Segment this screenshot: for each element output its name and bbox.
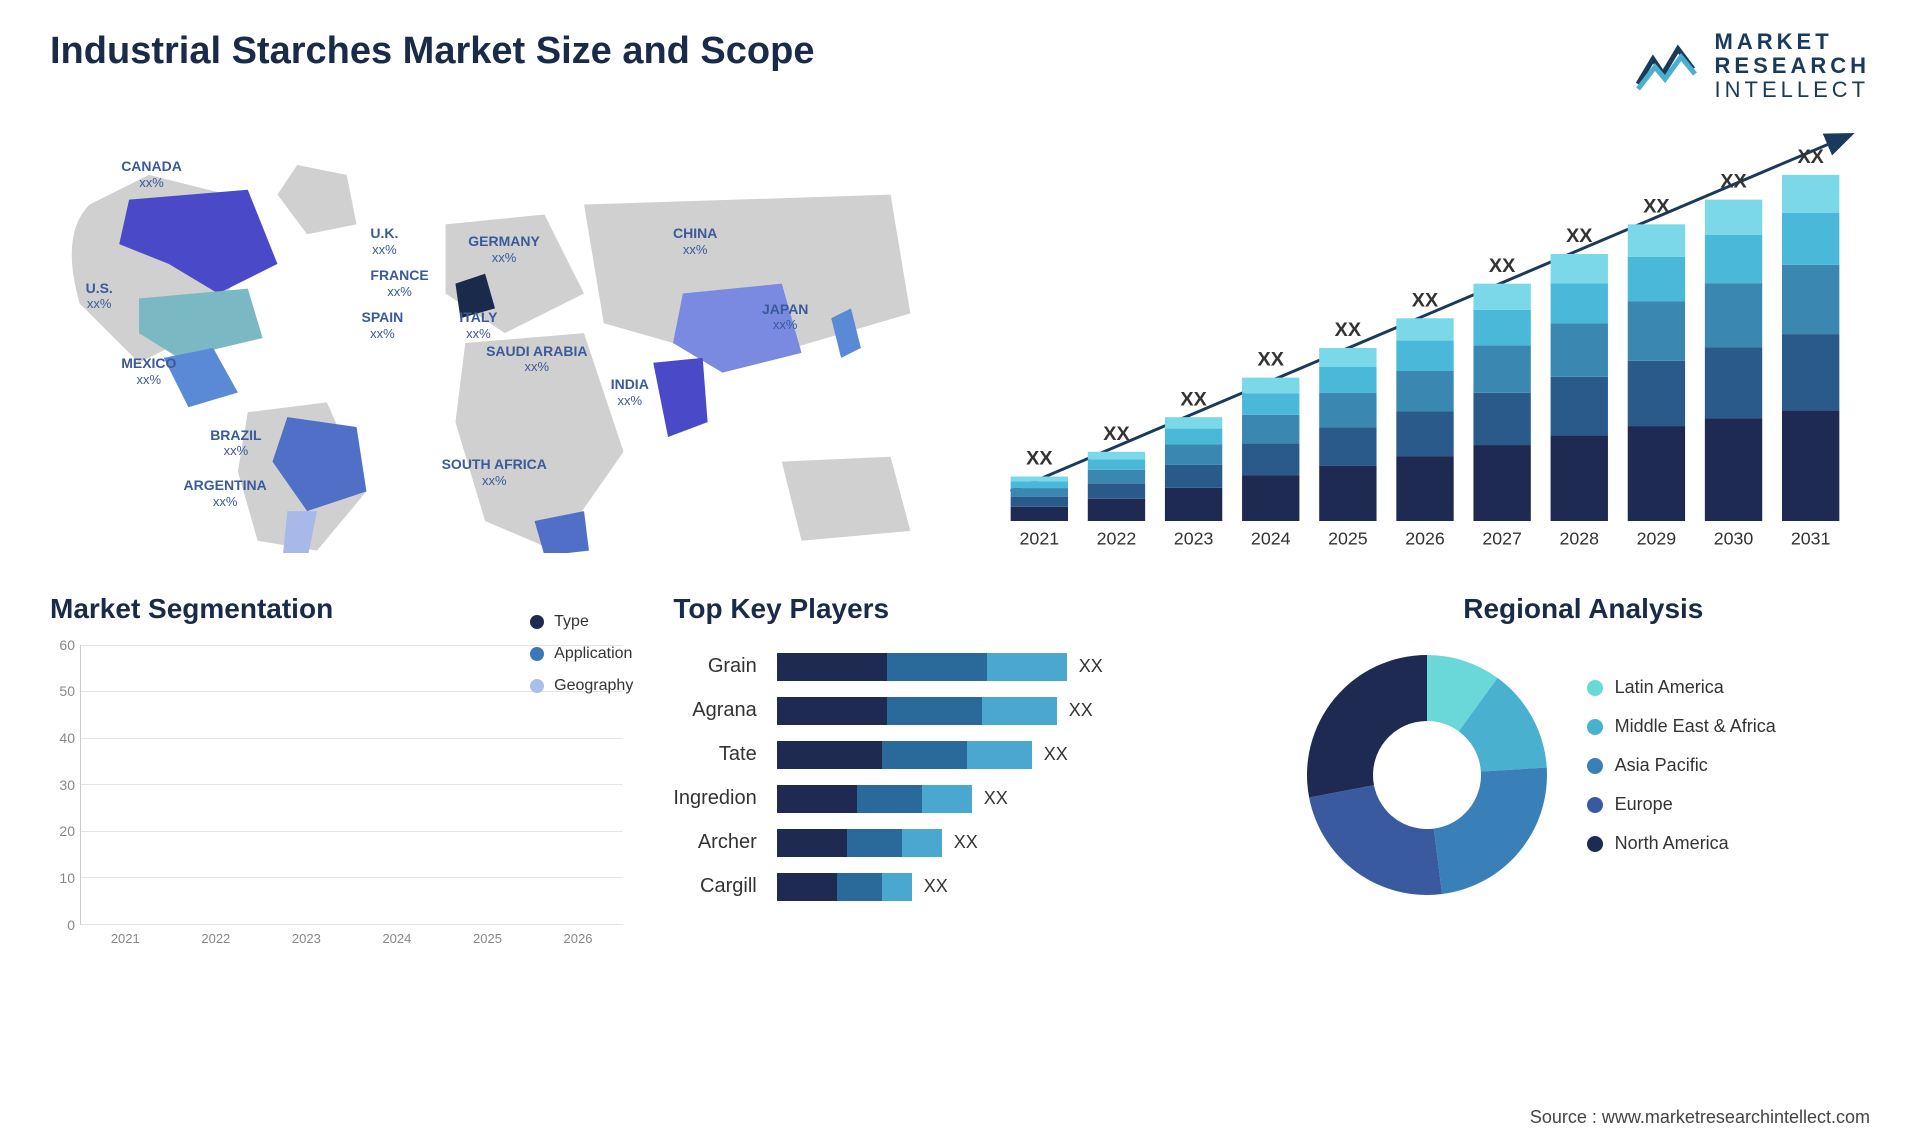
svg-text:XX: XX [1566,225,1593,247]
svg-text:2025: 2025 [1328,528,1368,548]
svg-text:XX: XX [1720,170,1747,192]
main-bar-chart: XX 2021 XX 2022 XX 2023 XX 2024 XX 2025 XX 2026 XX 20… [980,133,1870,553]
svg-text:XX: XX [1412,289,1439,311]
regional-legend-item: North America [1587,833,1776,854]
regional-legend: Latin America Middle East & Africa Asia Pa… [1587,677,1776,872]
regional-legend-item: Europe [1587,794,1776,815]
player-row: XX [777,821,1247,865]
map-label-brazil: BRAZILxx% [210,427,261,459]
seg-ytick: 30 [59,777,75,793]
svg-text:2026: 2026 [1405,528,1445,548]
regional-legend-item: Asia Pacific [1587,755,1776,776]
svg-text:XX: XX [1103,422,1130,444]
svg-text:2028: 2028 [1559,528,1599,548]
svg-text:2022: 2022 [1097,528,1137,548]
svg-text:2031: 2031 [1791,528,1831,548]
seg-legend-item: Application [530,645,633,663]
seg-xlabel: 2023 [292,931,321,946]
svg-text:XX: XX [1026,447,1053,469]
seg-ytick: 10 [59,870,75,886]
map-label-canada: CANADAxx% [121,158,182,190]
seg-xlabel: 2021 [111,931,140,946]
regional-panel: Regional Analysis Latin America Middle Ea… [1297,593,1870,946]
seg-legend-item: Type [530,613,633,631]
map-label-u-k-: U.K.xx% [370,225,398,257]
map-label-india: INDIAxx% [611,376,649,408]
seg-ytick: 20 [59,823,75,839]
players-title: Top Key Players [673,593,1246,625]
players-panel: Top Key Players GrainAgranaTateIngredion… [673,593,1246,946]
seg-ytick: 60 [59,637,75,653]
player-row: XX [777,689,1247,733]
segmentation-legend: Type Application Geography [530,613,633,709]
map-label-france: FRANCExx% [370,267,428,299]
seg-ytick: 0 [67,917,75,933]
svg-text:2027: 2027 [1482,528,1522,548]
player-row: XX [777,865,1247,909]
player-name: Archer [673,821,756,865]
segmentation-panel: Market Segmentation 0102030405060 202120… [50,593,623,946]
regional-donut [1297,645,1557,905]
svg-text:XX: XX [1797,146,1824,168]
regional-legend-item: Latin America [1587,677,1776,698]
player-row: XX [777,645,1247,689]
seg-ytick: 50 [59,683,75,699]
svg-text:XX: XX [1180,388,1207,410]
map-label-china: CHINAxx% [673,225,717,257]
seg-xlabel: 2025 [473,931,502,946]
source-text: Source : www.marketresearchintellect.com [1530,1107,1870,1128]
svg-text:2029: 2029 [1637,528,1677,548]
svg-text:2030: 2030 [1714,528,1754,548]
svg-text:XX: XX [1258,348,1285,370]
map-label-spain: SPAINxx% [362,309,404,341]
seg-legend-item: Geography [530,677,633,695]
seg-xlabel: 2022 [201,931,230,946]
map-label-mexico: MEXICOxx% [121,355,176,387]
map-label-saudi-arabia: SAUDI ARABIAxx% [486,343,587,375]
map-label-italy: ITALYxx% [459,309,497,341]
seg-xlabel: 2024 [382,931,411,946]
page-title: Industrial Starches Market Size and Scop… [50,30,814,73]
svg-text:2024: 2024 [1251,528,1291,548]
svg-text:2023: 2023 [1174,528,1214,548]
player-name: Ingredion [673,777,756,821]
map-label-argentina: ARGENTINAxx% [184,477,267,509]
player-value: XX [1079,656,1103,677]
player-value: XX [1069,700,1093,721]
logo-text-2: RESEARCH [1715,54,1870,78]
map-label-japan: JAPANxx% [762,301,808,333]
map-label-south-africa: SOUTH AFRICAxx% [442,456,547,488]
map-label-u-s-: U.S.xx% [86,280,113,312]
logo-icon [1633,39,1703,94]
player-row: XX [777,777,1247,821]
player-name: Grain [673,645,756,689]
player-name: Cargill [673,865,756,909]
regional-legend-item: Middle East & Africa [1587,716,1776,737]
player-row: XX [777,733,1247,777]
world-map: CANADAxx% U.S.xx% MEXICOxx% BRAZILxx% ARGENT… [50,133,940,553]
logo-text-3: INTELLECT [1715,78,1870,102]
player-value: XX [1044,744,1068,765]
seg-ytick: 40 [59,730,75,746]
svg-text:XX: XX [1489,254,1516,276]
seg-xlabel: 2026 [564,931,593,946]
player-name: Tate [673,733,756,777]
svg-text:XX: XX [1643,195,1670,217]
player-value: XX [924,876,948,897]
map-label-germany: GERMANYxx% [468,233,540,265]
brand-logo: MARKET RESEARCH INTELLECT [1633,30,1870,103]
player-value: XX [984,788,1008,809]
svg-text:2021: 2021 [1020,528,1060,548]
player-value: XX [954,832,978,853]
logo-text-1: MARKET [1715,30,1870,54]
player-name: Agrana [673,689,756,733]
regional-title: Regional Analysis [1297,593,1870,625]
svg-text:XX: XX [1335,319,1362,341]
